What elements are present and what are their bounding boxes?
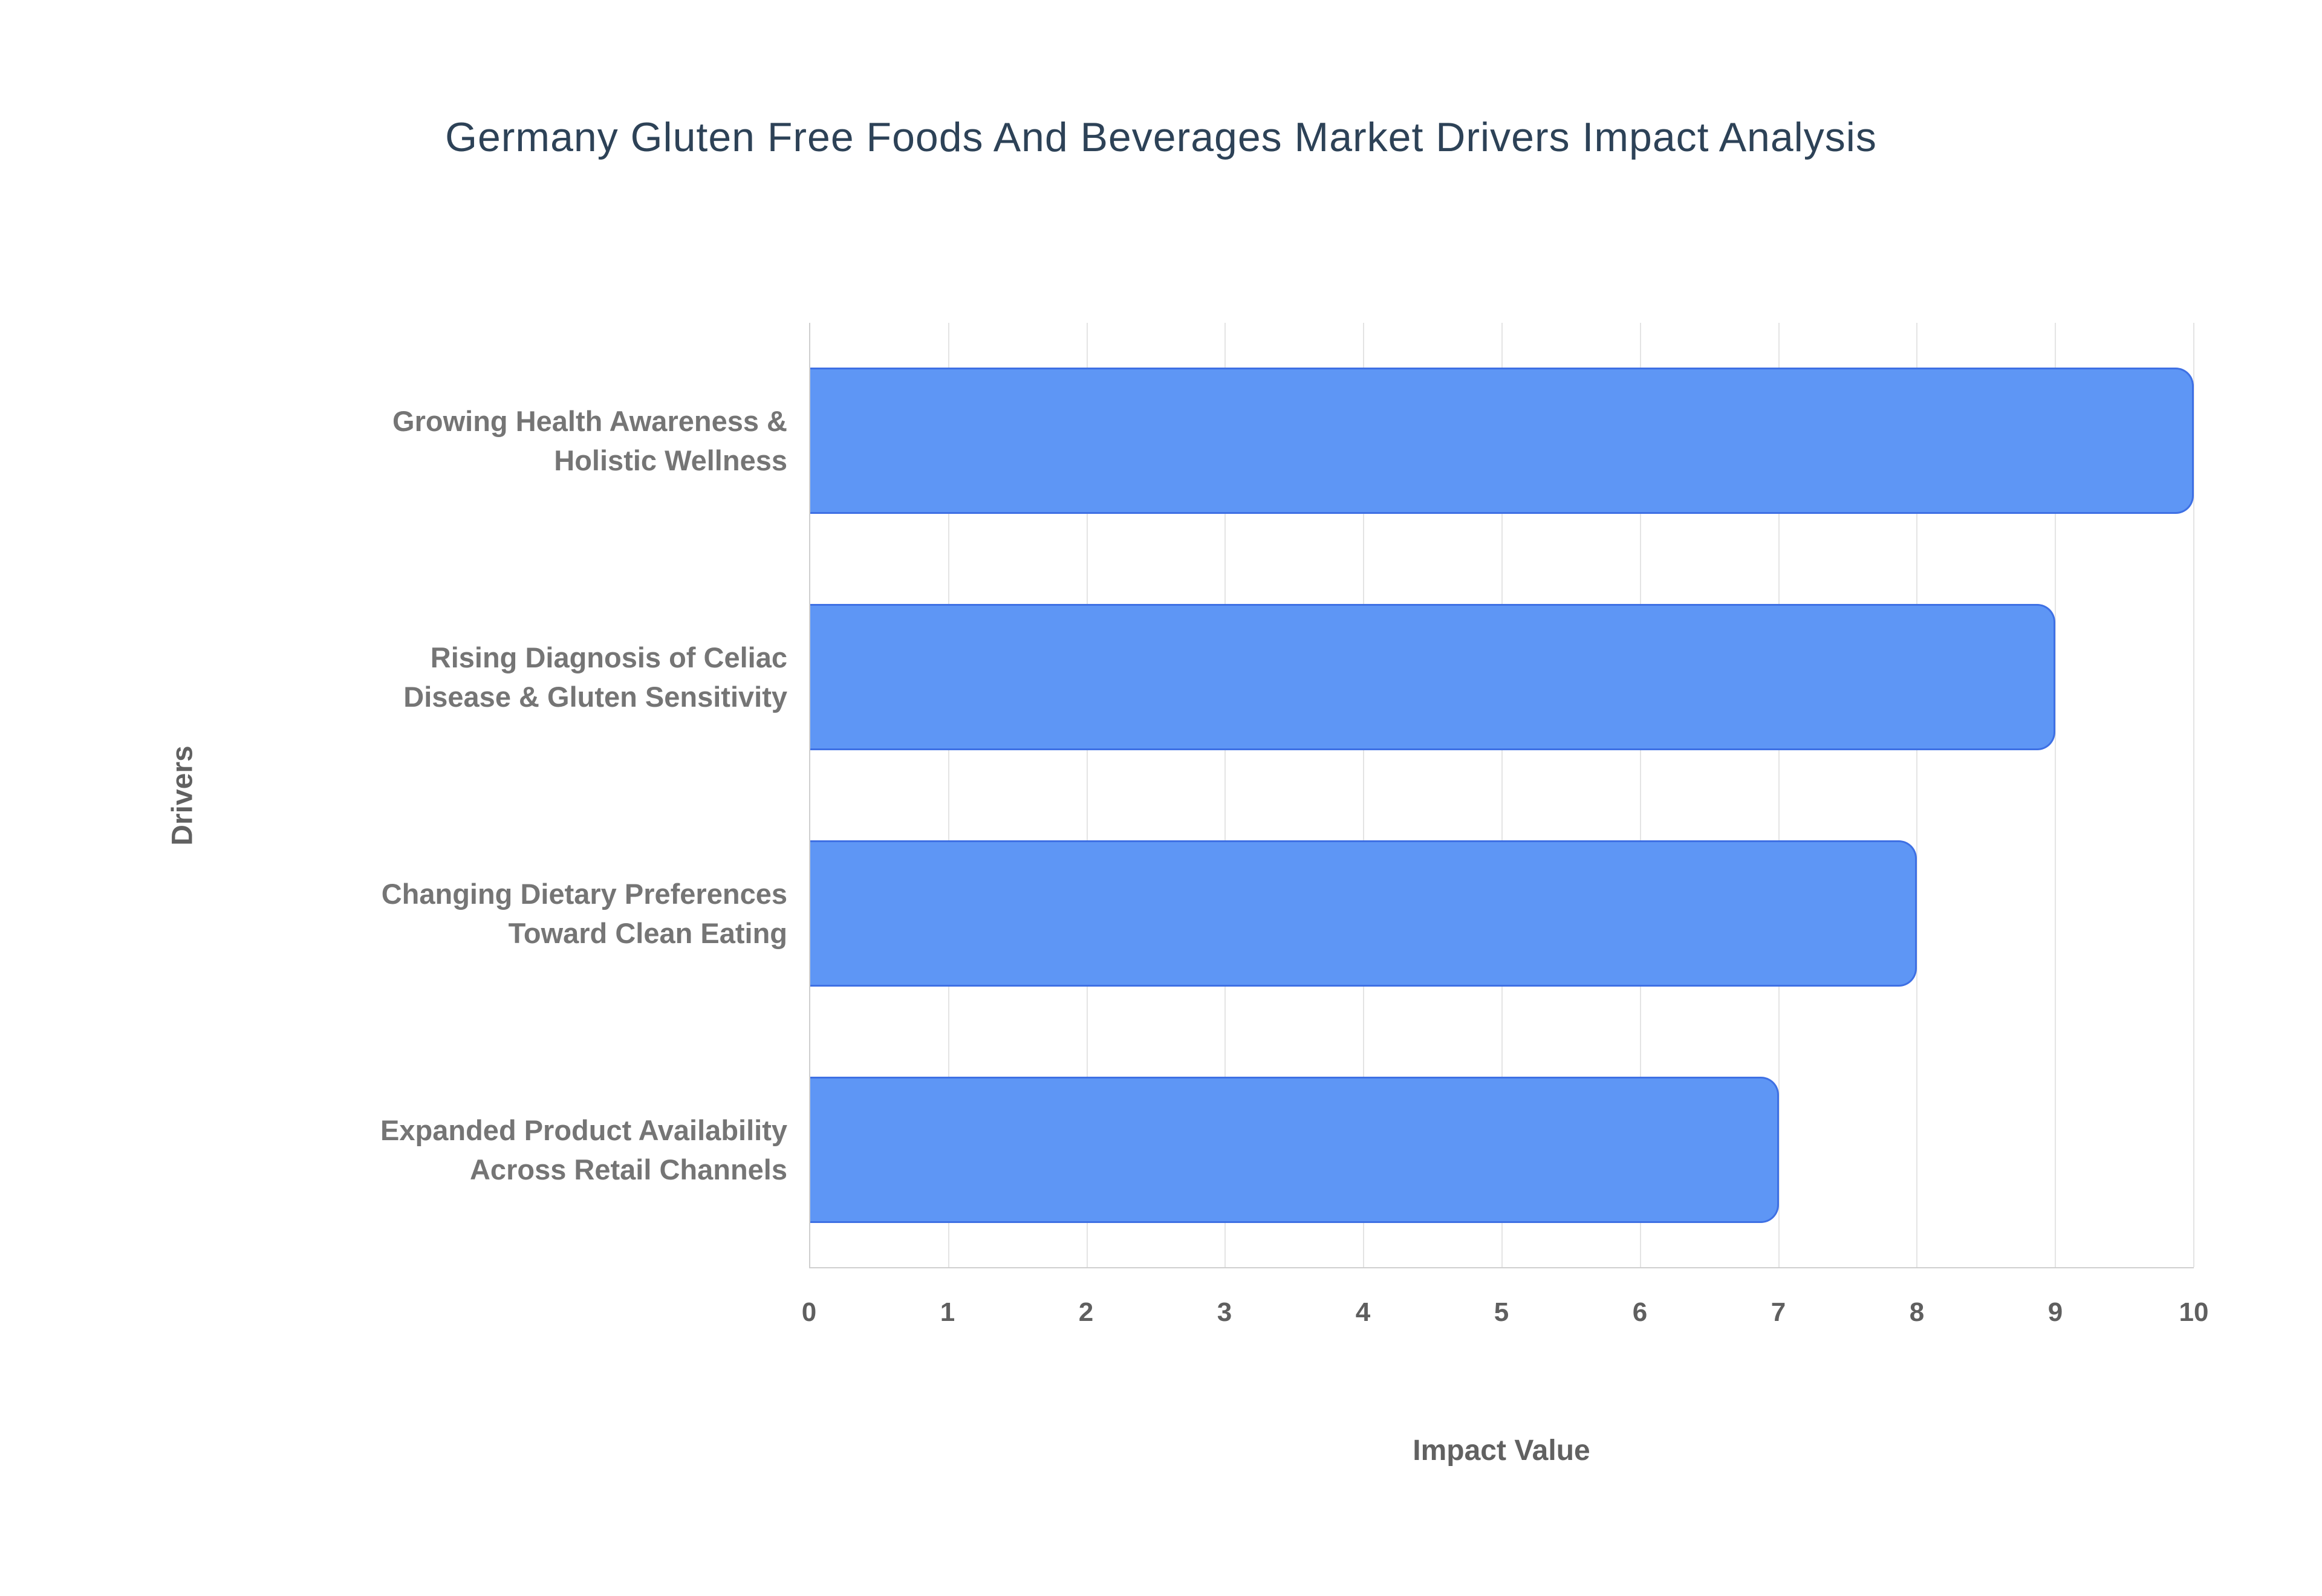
x-axis-tick-row: 0 1 2 3 4 5 6 7 8 9 10 [802, 1297, 2209, 1340]
category-label-2: Changing Dietary Preferences Toward Clea… [381, 877, 787, 949]
x-tick-label: 2 [1078, 1297, 1094, 1327]
x-tick-label: 9 [2047, 1297, 2063, 1327]
bar-3 [810, 1077, 1779, 1223]
x-tick-label: 6 [1632, 1297, 1648, 1327]
gridline [1501, 323, 1503, 1267]
bar-0 [810, 368, 2194, 514]
chart-title: Germany Gluten Free Foods And Beverages … [445, 114, 1877, 160]
x-tick-label: 10 [2179, 1297, 2209, 1327]
x-tick-label: 3 [1217, 1297, 1232, 1327]
gridline [1363, 323, 1365, 1267]
gridline [948, 323, 949, 1267]
gridline [1086, 323, 1088, 1267]
gridline [1778, 323, 1780, 1267]
gridline [1224, 323, 1226, 1267]
bar-2 [810, 840, 1917, 987]
x-tick-label: 4 [1355, 1297, 1371, 1327]
x-tick-label: 0 [801, 1297, 817, 1327]
category-label-1: Rising Diagnosis of Celiac Disease & Glu… [403, 641, 787, 713]
x-tick-label: 5 [1494, 1297, 1509, 1327]
gridline [1639, 323, 1641, 1267]
gridline [2055, 323, 2057, 1267]
bar-1 [810, 604, 2056, 750]
x-axis-title: Impact Value [1413, 1435, 1590, 1467]
category-labels-column: Growing Health Awareness & Holistic Well… [0, 323, 787, 1268]
gridline [1916, 323, 1918, 1267]
x-tick-label: 1 [940, 1297, 955, 1327]
x-tick-label: 8 [1909, 1297, 1925, 1327]
category-label-3: Expanded Product Availability Across Ret… [380, 1114, 787, 1186]
gridline [2193, 323, 2194, 1267]
x-tick-label: 7 [1771, 1297, 1786, 1327]
plot-area [809, 323, 2194, 1268]
y-axis-title: Drivers [166, 745, 199, 846]
category-label-0: Growing Health Awareness & Holistic Well… [392, 404, 787, 476]
